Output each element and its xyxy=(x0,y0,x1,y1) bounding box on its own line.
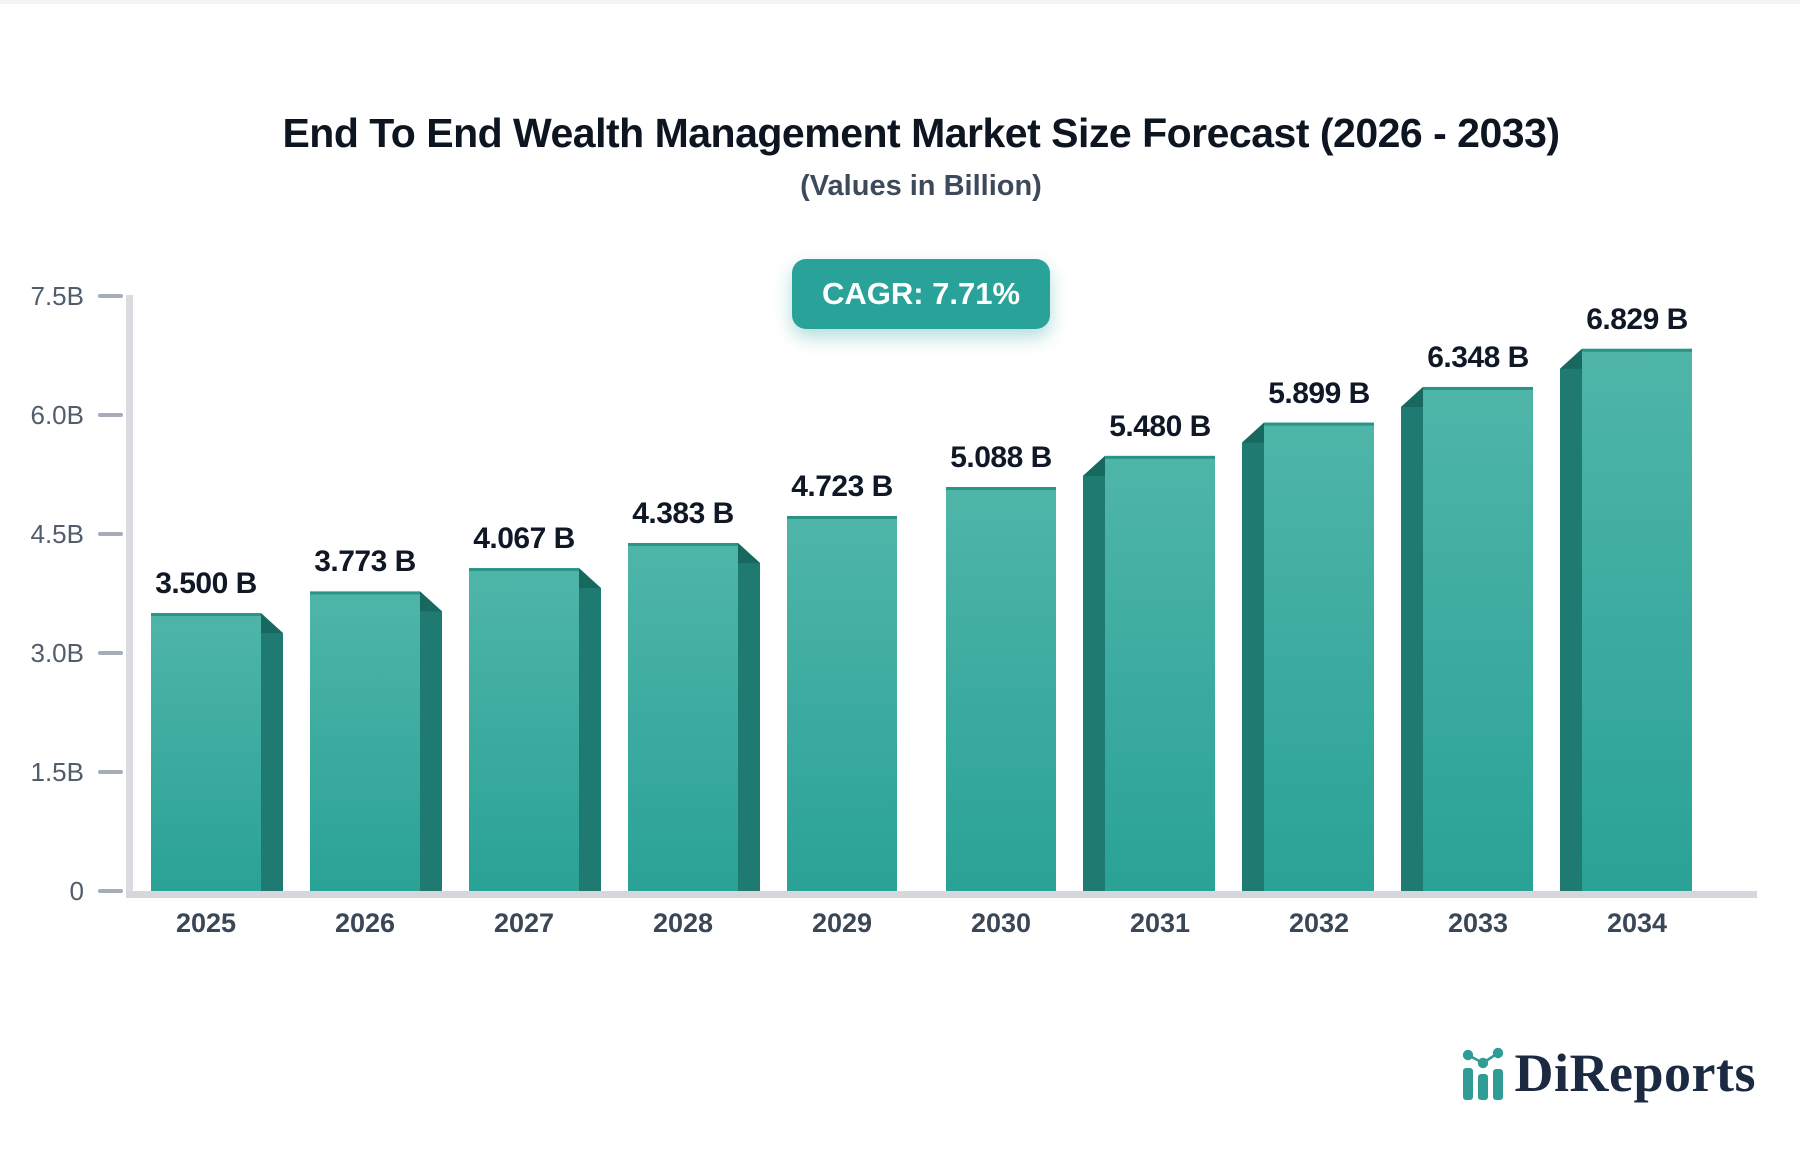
value-label-2026: 3.773 B xyxy=(314,545,416,579)
value-label-2033: 6.348 B xyxy=(1427,340,1529,374)
bar-chamfer-2031 xyxy=(1083,455,1105,476)
logo-chart-icon xyxy=(1462,1047,1503,1100)
bar-top-edge-2033 xyxy=(1423,386,1533,390)
bar-chamfer-2034 xyxy=(1560,348,1582,369)
bar-chamfer-2027 xyxy=(579,568,601,589)
value-label-2031: 5.480 B xyxy=(1109,409,1211,443)
y-tick-mark-7.5B xyxy=(98,293,123,298)
value-label-2027: 4.067 B xyxy=(473,522,575,556)
y-tick-label-3.0B: 3.0B xyxy=(30,637,85,668)
x-tick-label-2030: 2030 xyxy=(970,908,1032,938)
y-tick-label-0: 0 xyxy=(69,876,84,906)
bar-2025 xyxy=(151,613,261,891)
bars-svg xyxy=(151,348,1692,891)
bar-2031 xyxy=(1105,455,1215,891)
chart-title: End To End Wealth Management Market Size… xyxy=(282,110,1560,156)
y-tick-mark-3.0B xyxy=(98,650,123,655)
bar-top-edge-2028 xyxy=(628,542,738,546)
bar-side-2026 xyxy=(420,591,442,891)
bar-top-edge-2032 xyxy=(1264,422,1374,426)
bar-top-edge-2025 xyxy=(151,613,261,617)
bar-2026 xyxy=(310,591,420,891)
bar-side-2031 xyxy=(1083,455,1105,891)
bar-top-edge-2030 xyxy=(946,487,1056,491)
y-tick-label-7.5B: 7.5B xyxy=(30,280,85,311)
value-label-2034: 6.829 B xyxy=(1586,302,1688,336)
value-label-2025: 3.500 B xyxy=(155,567,257,601)
chart-subtitle: (Values in Billion) xyxy=(800,170,1042,202)
x-axis-baseline xyxy=(126,891,1757,898)
bar-2032 xyxy=(1264,422,1374,891)
y-axis-line xyxy=(126,294,133,898)
x-tick-label-2026: 2026 xyxy=(334,908,396,938)
bar-top-edge-2026 xyxy=(310,591,420,595)
bar-2034 xyxy=(1582,348,1692,891)
bar-2029 xyxy=(787,515,897,891)
bar-side-2034 xyxy=(1560,348,1582,891)
bar-top-edge-2027 xyxy=(469,568,579,572)
bar-top-edge-2034 xyxy=(1582,348,1692,352)
value-label-2028: 4.383 B xyxy=(632,496,734,530)
x-tick-label-2029: 2029 xyxy=(811,908,873,938)
bar-2028 xyxy=(628,542,738,891)
brand-logo-text: DiReports xyxy=(1514,1043,1756,1103)
bar-chamfer-2025 xyxy=(261,613,283,634)
bar-2033 xyxy=(1423,386,1533,891)
bar-side-2027 xyxy=(579,568,601,891)
bar-chamfer-2026 xyxy=(420,591,442,612)
x-tick-label-2034: 2034 xyxy=(1606,908,1668,938)
x-tick-label-2027: 2027 xyxy=(493,908,555,938)
bar-2027 xyxy=(469,568,579,891)
value-label-2029: 4.723 B xyxy=(791,469,893,503)
bar-top-edge-2029 xyxy=(787,515,897,519)
x-tick-label-2031: 2031 xyxy=(1129,908,1191,938)
x-tick-label-2028: 2028 xyxy=(652,908,714,938)
bar-top-edge-2031 xyxy=(1105,455,1215,459)
y-tick-label-6.0B: 6.0B xyxy=(30,399,85,430)
x-tick-label-2025: 2025 xyxy=(175,908,237,938)
bar-chamfer-2028 xyxy=(738,542,760,563)
y-tick-mark-1.5B xyxy=(98,769,123,774)
bar-side-2033 xyxy=(1401,386,1423,891)
cagr-badge: CAGR: 7.71% xyxy=(792,259,1050,329)
bar-side-2032 xyxy=(1242,422,1264,891)
brand-logo: DiReports xyxy=(1459,1036,1756,1110)
bar-chamfer-2032 xyxy=(1242,422,1264,443)
bar-chamfer-2033 xyxy=(1401,386,1423,407)
bar-side-2028 xyxy=(738,542,760,891)
x-tick-label-2032: 2032 xyxy=(1288,908,1350,938)
y-tick-label-1.5B: 1.5B xyxy=(30,756,85,787)
bar-2030 xyxy=(946,487,1056,891)
y-tick-mark-0 xyxy=(98,889,123,893)
y-tick-mark-4.5B xyxy=(98,531,123,536)
x-tick-label-2033: 2033 xyxy=(1447,908,1509,938)
y-tick-label-4.5B: 4.5B xyxy=(30,518,85,549)
bar-side-2025 xyxy=(261,613,283,891)
value-label-2030: 5.088 B xyxy=(950,441,1052,474)
y-tick-mark-6.0B xyxy=(98,412,123,417)
value-label-2032: 5.899 B xyxy=(1268,376,1370,410)
